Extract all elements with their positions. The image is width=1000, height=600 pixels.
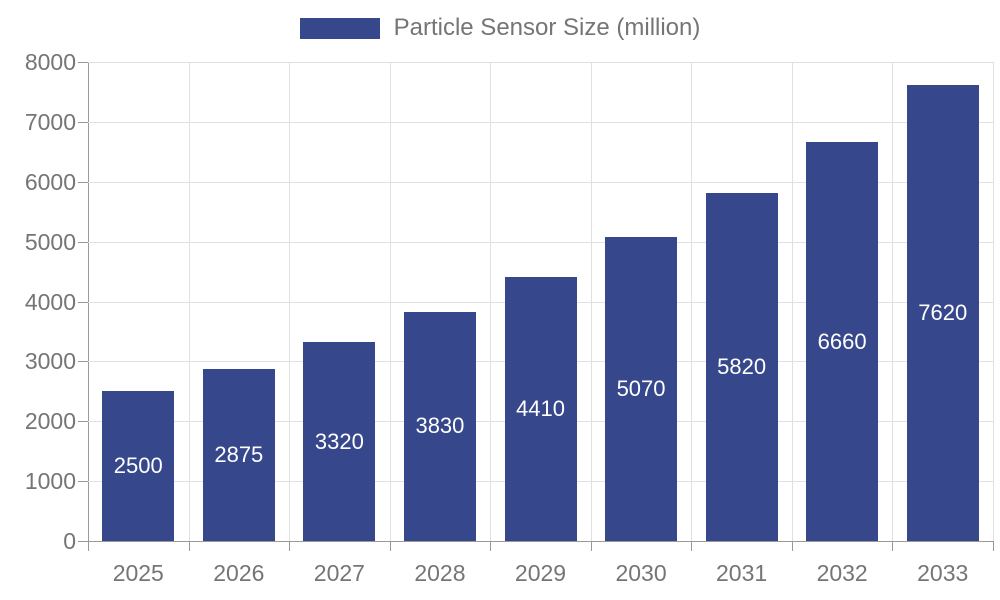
- bar-value-label: 5070: [616, 376, 666, 402]
- y-axis-tick-label: 5000: [24, 228, 76, 255]
- bar-value-label: 3830: [415, 413, 465, 439]
- gridline-vertical: [591, 62, 592, 541]
- x-axis-line: [88, 541, 994, 542]
- legend-label: Particle Sensor Size (million): [393, 14, 701, 41]
- bar[interactable]: 4410: [504, 276, 577, 541]
- y-axis-tick-label: 7000: [24, 108, 76, 135]
- bar-value-label: 4410: [516, 395, 565, 421]
- x-tick-mark: [792, 542, 793, 551]
- y-axis-tick-label: 3000: [24, 348, 76, 375]
- bar-value-label: 7620: [918, 299, 968, 325]
- y-tick-mark: [78, 481, 88, 483]
- x-tick-mark: [591, 542, 592, 551]
- bar[interactable]: 5070: [605, 237, 678, 541]
- bar-value-label: 6660: [817, 328, 867, 354]
- bar-value-label: 5820: [717, 353, 767, 379]
- y-axis-tick-label: 8000: [24, 49, 76, 75]
- y-axis-tick-label: 1000: [24, 468, 76, 495]
- x-axis-tick-label: 2030: [615, 560, 667, 586]
- y-tick-mark: [78, 62, 88, 63]
- bar-value-label: 3320: [314, 428, 364, 454]
- legend-swatch: [299, 17, 380, 39]
- x-tick-mark: [993, 542, 994, 551]
- x-axis-tick-label: 2031: [716, 560, 768, 586]
- gridline-horizontal: [88, 62, 993, 63]
- gridline-vertical: [189, 62, 190, 541]
- y-axis-tick-label: 2000: [24, 408, 76, 435]
- x-tick-mark: [289, 542, 290, 551]
- bar-value-label: 2500: [113, 453, 163, 479]
- y-axis-tick-label: 4000: [24, 288, 76, 315]
- bar[interactable]: 6660: [806, 142, 879, 541]
- gridline-vertical: [792, 62, 793, 541]
- gridline-vertical: [691, 62, 692, 541]
- gridline-horizontal: [88, 121, 993, 123]
- gridline-vertical: [490, 62, 491, 541]
- gridline-vertical: [892, 62, 893, 541]
- x-tick-mark: [691, 542, 692, 551]
- y-tick-mark: [78, 121, 88, 123]
- y-tick-mark: [78, 361, 88, 363]
- x-tick-mark: [390, 542, 391, 551]
- plot-area: 2500 2875 3320 3830 4410 5070 5820 6660 7620: [88, 62, 994, 541]
- x-axis-tick-label: 2029: [514, 560, 567, 586]
- gridline-vertical: [390, 62, 391, 541]
- bar-value-label: 2875: [214, 441, 264, 467]
- gridline-horizontal: [88, 181, 993, 183]
- x-tick-mark: [189, 542, 190, 551]
- x-tick-mark: [490, 542, 491, 551]
- x-axis-tick-label: 2032: [816, 560, 868, 586]
- x-axis-tick-label: 2027: [313, 560, 365, 586]
- y-tick-mark: [78, 541, 88, 542]
- x-axis-tick-label: 2025: [112, 560, 164, 586]
- x-axis-tick-label: 2033: [917, 560, 969, 586]
- y-tick-mark: [78, 181, 88, 183]
- bar[interactable]: 2500: [102, 391, 175, 541]
- bar[interactable]: 7620: [906, 84, 979, 541]
- x-tick-mark: [88, 542, 89, 551]
- x-axis-tick-label: 2028: [414, 560, 466, 586]
- y-tick-mark: [78, 301, 88, 303]
- y-tick-mark: [78, 421, 88, 423]
- x-tick-mark: [892, 542, 893, 551]
- bar[interactable]: 3320: [303, 342, 376, 541]
- bar[interactable]: 3830: [403, 311, 476, 541]
- y-axis-tick-label: 6000: [24, 168, 76, 195]
- legend[interactable]: Particle Sensor Size (million): [0, 16, 1000, 40]
- bar[interactable]: 2875: [202, 368, 275, 541]
- gridline-vertical: [993, 62, 994, 541]
- gridline-vertical: [289, 62, 290, 541]
- x-axis-tick-label: 2026: [213, 560, 265, 586]
- y-tick-mark: [78, 241, 88, 243]
- bar[interactable]: 5820: [705, 192, 778, 541]
- y-axis-tick-label: 0: [63, 528, 76, 554]
- gridline-horizontal: [88, 241, 993, 243]
